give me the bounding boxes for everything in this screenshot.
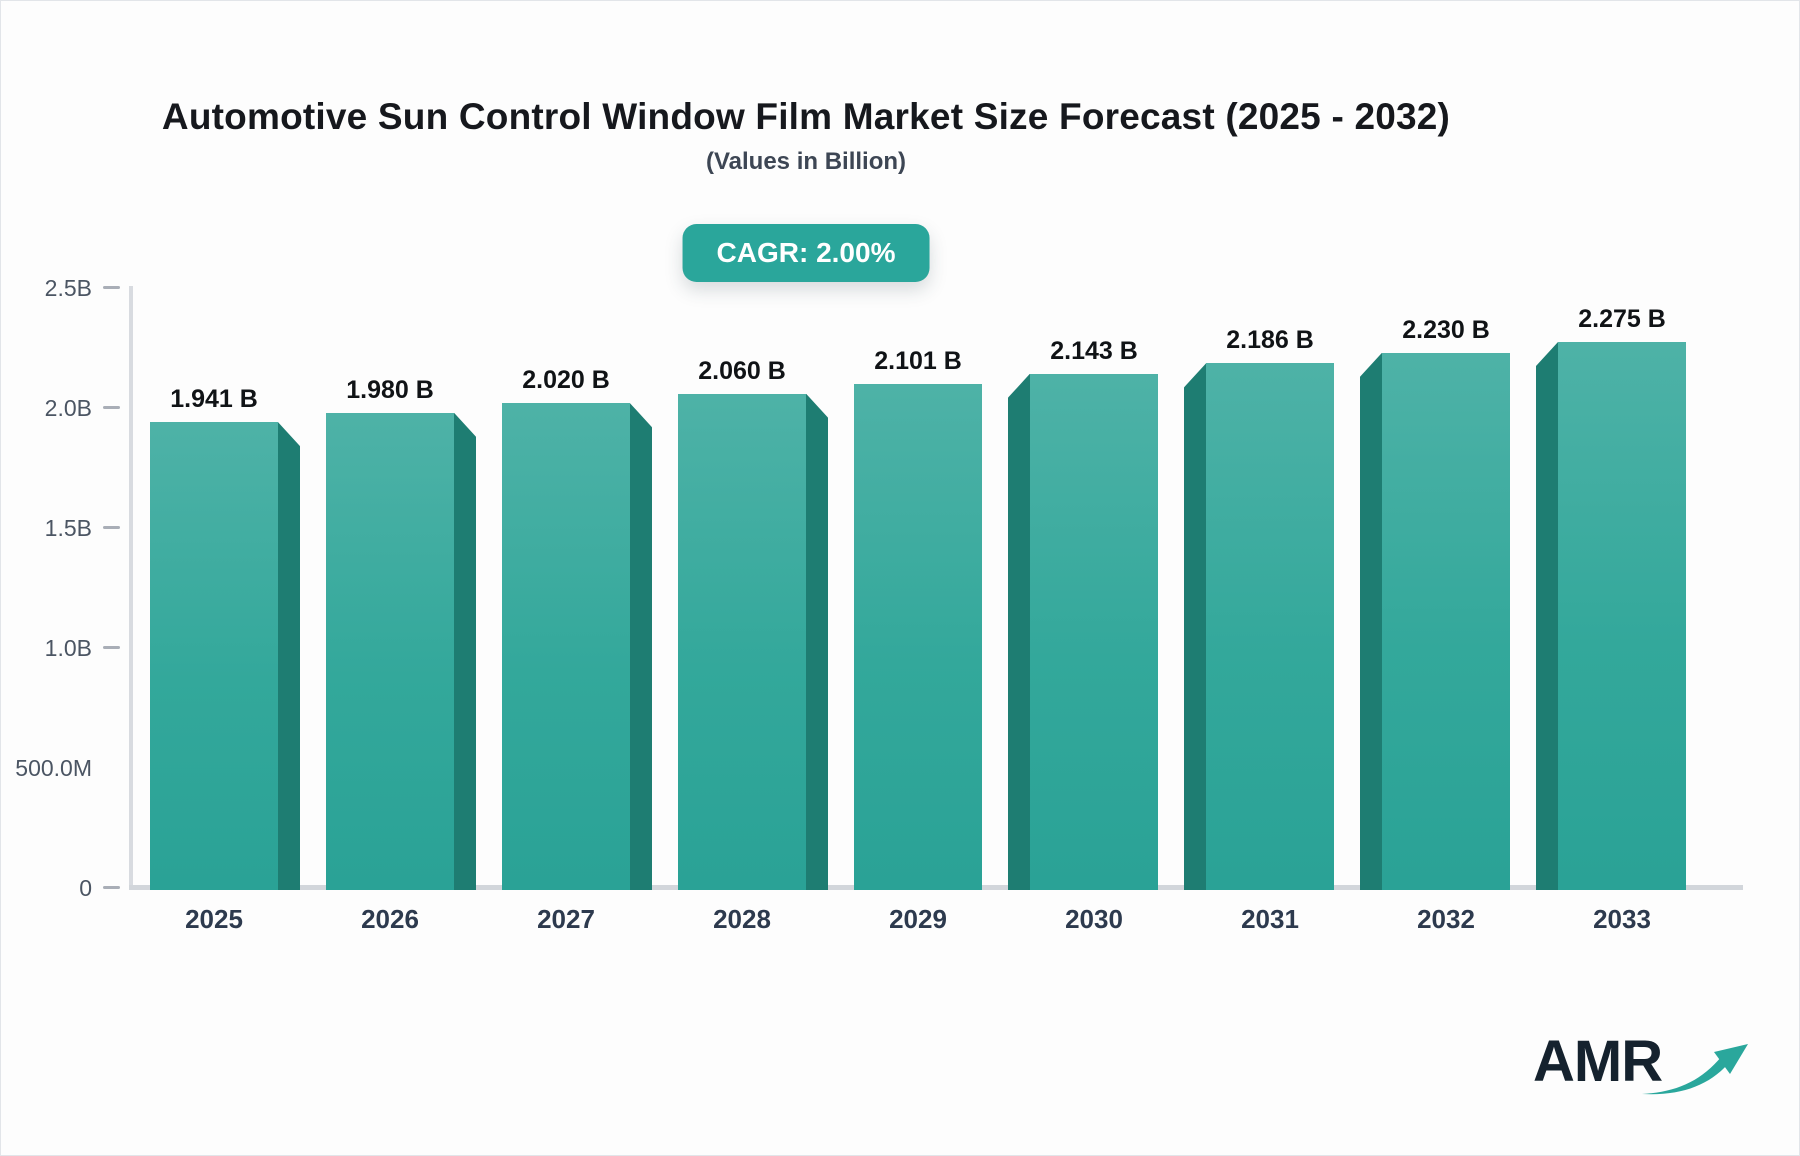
bar-side-face [278, 422, 300, 890]
bar-value-label: 2.060 B [698, 356, 786, 385]
cagr-badge: CAGR: 2.00% [682, 224, 930, 282]
bar-value-label: 2.020 B [522, 366, 610, 395]
bar-side-face [1008, 373, 1030, 890]
amr-logo: AMR [1533, 1029, 1748, 1116]
bar-2033 [1558, 342, 1686, 890]
x-axis-tick-label: 2031 [1241, 904, 1299, 934]
bar-2026 [326, 412, 454, 890]
bar-value-label: 2.143 B [1050, 336, 1138, 365]
chart-title: Automotive Sun Control Window Film Marke… [161, 96, 1451, 137]
y-axis-tick-mark [103, 286, 120, 289]
y-axis-tick-mark [103, 646, 120, 649]
bar-value-label: 1.980 B [346, 375, 434, 404]
bar-value-label: 2.186 B [1226, 326, 1314, 355]
bar-value-label: 2.230 B [1402, 315, 1490, 344]
bar-2028 [678, 393, 806, 890]
x-axis-tick-label: 2030 [1065, 904, 1123, 934]
y-axis-tick-mark [103, 406, 120, 409]
bar-side-face [1360, 352, 1382, 890]
bar-2031 [1206, 363, 1334, 890]
x-axis-tick-label: 2028 [713, 904, 771, 934]
x-axis-tick-label: 2029 [889, 904, 947, 934]
y-axis-tick-label: 500.0M [15, 755, 92, 781]
y-axis-tick-label: 0 [79, 875, 92, 901]
chart-subtitle: (Values in Billion) [705, 148, 907, 175]
y-axis-line [129, 286, 133, 890]
bar-side-face [1184, 363, 1206, 890]
y-axis-tick-mark [103, 886, 120, 889]
bar-2032 [1382, 352, 1510, 890]
bar-side-face [1536, 342, 1558, 890]
bar-value-label: 2.275 B [1578, 305, 1666, 333]
bar-2029 [854, 383, 982, 890]
y-axis-tick-label: 1.5B [44, 515, 92, 541]
x-axis-tick-label: 2026 [361, 904, 419, 934]
x-axis-tick-label: 2025 [185, 904, 243, 934]
y-axis-tick-label: 2.0B [44, 395, 92, 421]
bar-side-face [806, 393, 828, 890]
trend-up-arrow-icon [1642, 1044, 1748, 1095]
y-axis-tick-label: 2.5B [44, 275, 92, 301]
amr-logo-text: AMR [1533, 1029, 1663, 1094]
y-axis-tick-label: 1.0B [44, 635, 92, 661]
bar-value-label: 1.941 B [170, 385, 258, 414]
y-axis-tick-mark [103, 526, 120, 529]
x-axis-tick-label: 2033 [1593, 904, 1651, 934]
bar-value-label: 2.101 B [874, 346, 962, 375]
bar-side-face [454, 412, 476, 890]
bar-2027 [502, 403, 630, 890]
bar-2025 [150, 422, 278, 890]
bar-side-face [630, 403, 652, 890]
x-axis-tick-label: 2027 [537, 904, 595, 934]
x-axis-tick-label: 2032 [1417, 904, 1475, 934]
bar-2030 [1030, 373, 1158, 890]
